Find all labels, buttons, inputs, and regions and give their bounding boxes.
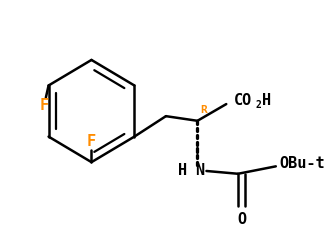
Text: F: F <box>39 99 49 114</box>
Text: R: R <box>200 105 207 115</box>
Text: O: O <box>237 212 246 227</box>
Text: OBu-t: OBu-t <box>279 156 325 171</box>
Text: N: N <box>195 163 204 178</box>
Text: F: F <box>87 134 96 149</box>
Text: CO: CO <box>234 93 252 108</box>
Text: H: H <box>262 93 271 108</box>
Text: H: H <box>178 163 188 178</box>
Text: 2: 2 <box>255 100 261 110</box>
